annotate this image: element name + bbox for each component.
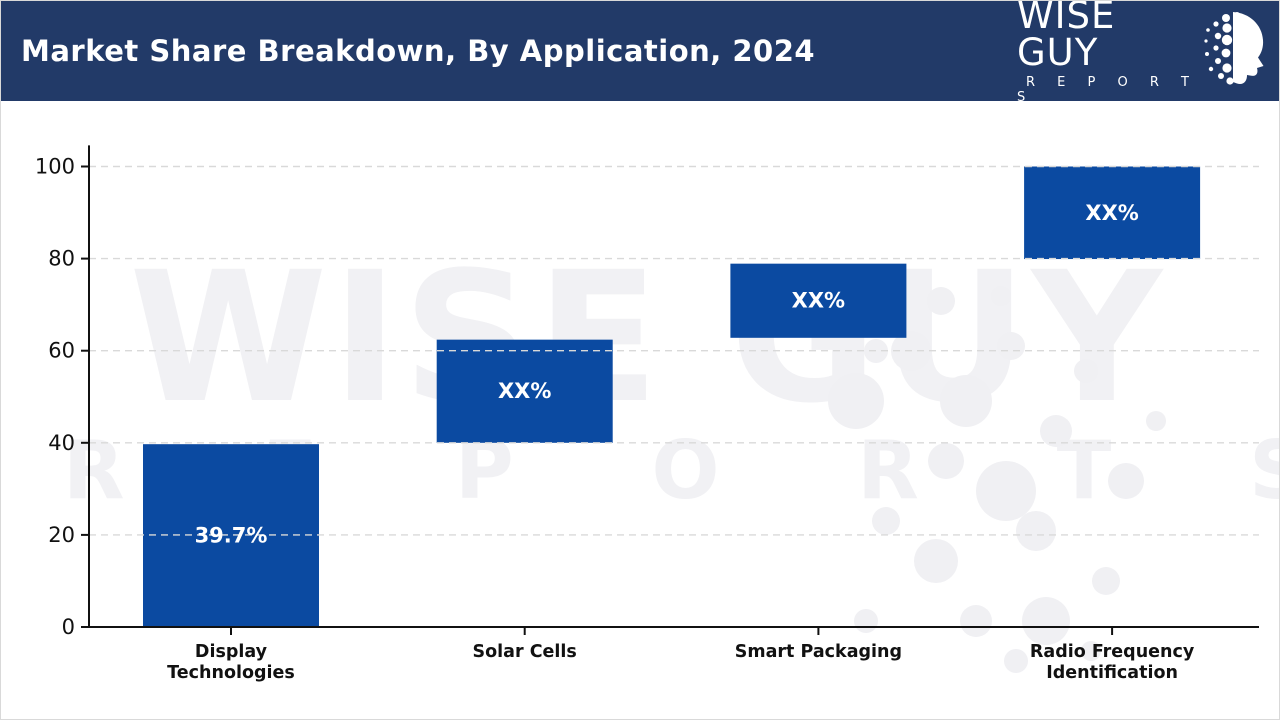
y-tick-label: 100 (35, 155, 75, 179)
bar-segment (436, 339, 613, 443)
y-tick-label: 60 (48, 339, 75, 363)
bar-segment (1024, 166, 1201, 260)
x-category-label: Smart Packaging (735, 642, 902, 662)
logo-subtitle-text: R E P O R T S (1017, 75, 1198, 105)
x-category-label: Radio Frequency Identification (1030, 642, 1195, 683)
bar-segment (143, 444, 319, 627)
bar-value-label: XX% (1085, 201, 1138, 225)
chart-plot-svg: 39.7% XX% XX% XX% 0 20 40 60 80 100 Display Technol… (35, 145, 1259, 683)
bar-segment (730, 263, 907, 338)
bar-value-label: XX% (498, 379, 551, 403)
chart-title: Market Share Breakdown, By Application, … (21, 34, 816, 68)
logo-wordmark: WISE GUY R E P O R T S (1017, 0, 1199, 105)
wiseguy-logo: WISE GUY R E P O R T S (1017, 1, 1267, 105)
bar-value-label: 39.7% (195, 524, 268, 548)
header-bar: Market Share Breakdown, By Application, … (1, 1, 1279, 105)
y-tick-label: 40 (48, 431, 75, 455)
y-tick-label: 0 (62, 615, 75, 639)
x-category-label: Solar Cells (473, 642, 577, 662)
logo-name-text: WISE GUY (1017, 0, 1116, 74)
y-tick-label: 80 (48, 247, 75, 271)
logo-face-icon (1204, 12, 1264, 85)
plot-area: WISE GUY R E P O R T S 39.7% XX% X (1, 101, 1279, 719)
y-tick-label: 20 (48, 523, 75, 547)
x-category-label: Display Technologies (167, 642, 295, 683)
bar-value-label: XX% (792, 289, 845, 313)
